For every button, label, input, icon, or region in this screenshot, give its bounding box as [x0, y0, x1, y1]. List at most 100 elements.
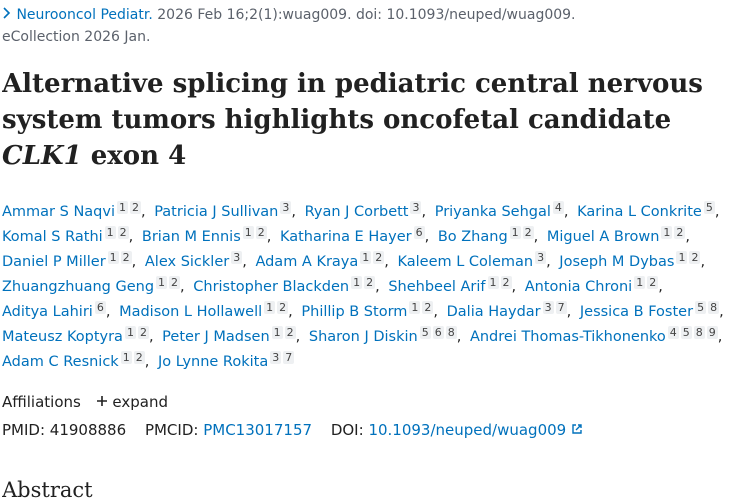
- title-gene: CLK1: [2, 141, 82, 171]
- author-name[interactable]: Ammar S Naqvi: [2, 204, 115, 220]
- affiliation-number[interactable]: 8: [693, 326, 705, 339]
- author-name[interactable]: Alex Sickler: [144, 254, 230, 270]
- affiliation-number[interactable]: 1: [104, 226, 116, 239]
- affiliation-number[interactable]: 1: [242, 226, 254, 239]
- author-name[interactable]: Aditya Lahiri: [2, 304, 93, 320]
- author-name[interactable]: Andrei Thomas-Tikhonenko: [469, 329, 666, 345]
- doi-text[interactable]: 10.1093/neuped/wuag009: [368, 421, 567, 439]
- affiliation-number[interactable]: 5: [419, 326, 431, 339]
- affiliation-number[interactable]: 3: [280, 201, 292, 214]
- affiliation-number[interactable]: 4: [552, 201, 564, 214]
- affiliation-number[interactable]: 2: [120, 251, 132, 264]
- affiliation-number[interactable]: 2: [129, 201, 141, 214]
- affiliation-number[interactable]: 1: [487, 276, 499, 289]
- affiliation-number[interactable]: 9: [706, 326, 718, 339]
- affiliation-number[interactable]: 7: [555, 301, 567, 314]
- pmcid-link[interactable]: PMC13017157: [203, 421, 313, 439]
- affiliation-number[interactable]: 2: [647, 276, 659, 289]
- affiliation-number[interactable]: 5: [703, 201, 715, 214]
- affiliation-number[interactable]: 1: [360, 251, 372, 264]
- author-name[interactable]: Komal S Rathi: [2, 229, 103, 245]
- author-name[interactable]: Brian M Ennis: [141, 229, 241, 245]
- author: Ammar S Naqvi 1 2: [2, 201, 150, 220]
- affiliation-number[interactable]: 2: [422, 301, 434, 314]
- affiliation-number[interactable]: 1: [351, 276, 363, 289]
- author-name[interactable]: Ryan J Corbett: [304, 204, 409, 220]
- affiliation-number[interactable]: 3: [410, 201, 422, 214]
- author-name[interactable]: Jo Lynne Rokita: [157, 354, 269, 370]
- affiliation-number[interactable]: 1: [271, 326, 283, 339]
- journal-link[interactable]: Neurooncol Pediatr.: [16, 7, 153, 23]
- author: Daniel P Miller 1 2: [2, 251, 140, 270]
- affiliation-number[interactable]: 6: [413, 226, 425, 239]
- affiliation-number[interactable]: 2: [277, 301, 289, 314]
- affiliation-number[interactable]: 1: [409, 301, 421, 314]
- affiliation-number[interactable]: 2: [373, 251, 385, 264]
- affiliation-number[interactable]: 2: [522, 226, 534, 239]
- affiliation-number[interactable]: 6: [432, 326, 444, 339]
- affiliation-number[interactable]: 8: [708, 301, 720, 314]
- affiliation-number[interactable]: 2: [364, 276, 376, 289]
- author-name[interactable]: Kaleem L Coleman: [397, 254, 534, 270]
- author-name[interactable]: Sharon J Diskin: [308, 329, 418, 345]
- author-name[interactable]: Phillip B Storm: [301, 304, 408, 320]
- author: Andrei Thomas-Tikhonenko 4 5 8 9: [469, 326, 726, 345]
- author-name[interactable]: Priyanka Sehgal: [434, 204, 551, 220]
- affiliation-number[interactable]: 3: [542, 301, 554, 314]
- author-name[interactable]: Patricia J Sullivan: [154, 204, 279, 220]
- author-name[interactable]: Joseph M Dybas: [559, 254, 675, 270]
- affiliation-number[interactable]: 2: [689, 251, 701, 264]
- author-name[interactable]: Bo Zhang: [437, 229, 508, 245]
- expand-toggle[interactable]: expand: [96, 393, 168, 411]
- author-name[interactable]: Adam C Resnick: [2, 354, 119, 370]
- author-name[interactable]: Shehbeel Arif: [388, 279, 486, 295]
- affiliation-number[interactable]: 2: [500, 276, 512, 289]
- affiliation-number[interactable]: 1: [264, 301, 276, 314]
- author: Karina L Conkrite 5: [577, 201, 723, 220]
- doi-link[interactable]: 10.1093/neuped/wuag009: [368, 421, 583, 439]
- affiliation-number[interactable]: 1: [676, 251, 688, 264]
- author-name[interactable]: Zhuangzhuang Geng: [2, 279, 155, 295]
- affiliation-number[interactable]: 8: [445, 326, 457, 339]
- affiliation-number[interactable]: 3: [270, 351, 282, 364]
- affiliation-number[interactable]: 5: [680, 326, 692, 339]
- affiliation-number[interactable]: 1: [124, 326, 136, 339]
- affiliation-number[interactable]: 2: [255, 226, 267, 239]
- affiliation-number[interactable]: 1: [120, 351, 132, 364]
- author-name[interactable]: Karina L Conkrite: [577, 204, 702, 220]
- affiliation-number[interactable]: 1: [156, 276, 168, 289]
- author-name[interactable]: Dalia Haydar: [446, 304, 541, 320]
- affiliation-number[interactable]: 1: [634, 276, 646, 289]
- affiliation-number[interactable]: 7: [283, 351, 295, 364]
- affiliation-number[interactable]: 2: [137, 326, 149, 339]
- affiliation-number[interactable]: 1: [116, 201, 128, 214]
- author: Alex Sickler 3: [144, 251, 251, 270]
- affiliation-number[interactable]: 2: [674, 226, 686, 239]
- affiliation-number[interactable]: 2: [169, 276, 181, 289]
- author-name[interactable]: Jessica B Foster: [579, 304, 694, 320]
- author-name[interactable]: Antonia Chroni: [524, 279, 633, 295]
- expand-label[interactable]: expand: [112, 393, 168, 411]
- affiliation-number[interactable]: 1: [661, 226, 673, 239]
- affiliation-number[interactable]: 2: [133, 351, 145, 364]
- affiliation-number[interactable]: 6: [94, 301, 106, 314]
- author-name[interactable]: Madison L Hollawell: [119, 304, 263, 320]
- author-name[interactable]: Katharina E Hayer: [279, 229, 412, 245]
- affiliation-number[interactable]: 3: [535, 251, 547, 264]
- affiliation-number[interactable]: 3: [231, 251, 243, 264]
- author: Adam C Resnick 1 2: [2, 351, 153, 370]
- author-name[interactable]: Adam A Kraya: [255, 254, 359, 270]
- author-name[interactable]: Miguel A Brown: [546, 229, 660, 245]
- author-name[interactable]: Daniel P Miller: [2, 254, 106, 270]
- affiliation-number[interactable]: 5: [695, 301, 707, 314]
- affiliation-number[interactable]: 1: [107, 251, 119, 264]
- author-name[interactable]: Peter J Madsen: [162, 329, 270, 345]
- affiliation-number[interactable]: 2: [117, 226, 129, 239]
- affiliation-number[interactable]: 4: [667, 326, 679, 339]
- affiliation-number[interactable]: 1: [509, 226, 521, 239]
- author-name[interactable]: Mateusz Koptyra: [2, 329, 123, 345]
- author: Joseph M Dybas 1 2: [559, 251, 709, 270]
- affiliation-number[interactable]: 2: [284, 326, 296, 339]
- author-name[interactable]: Christopher Blackden: [193, 279, 350, 295]
